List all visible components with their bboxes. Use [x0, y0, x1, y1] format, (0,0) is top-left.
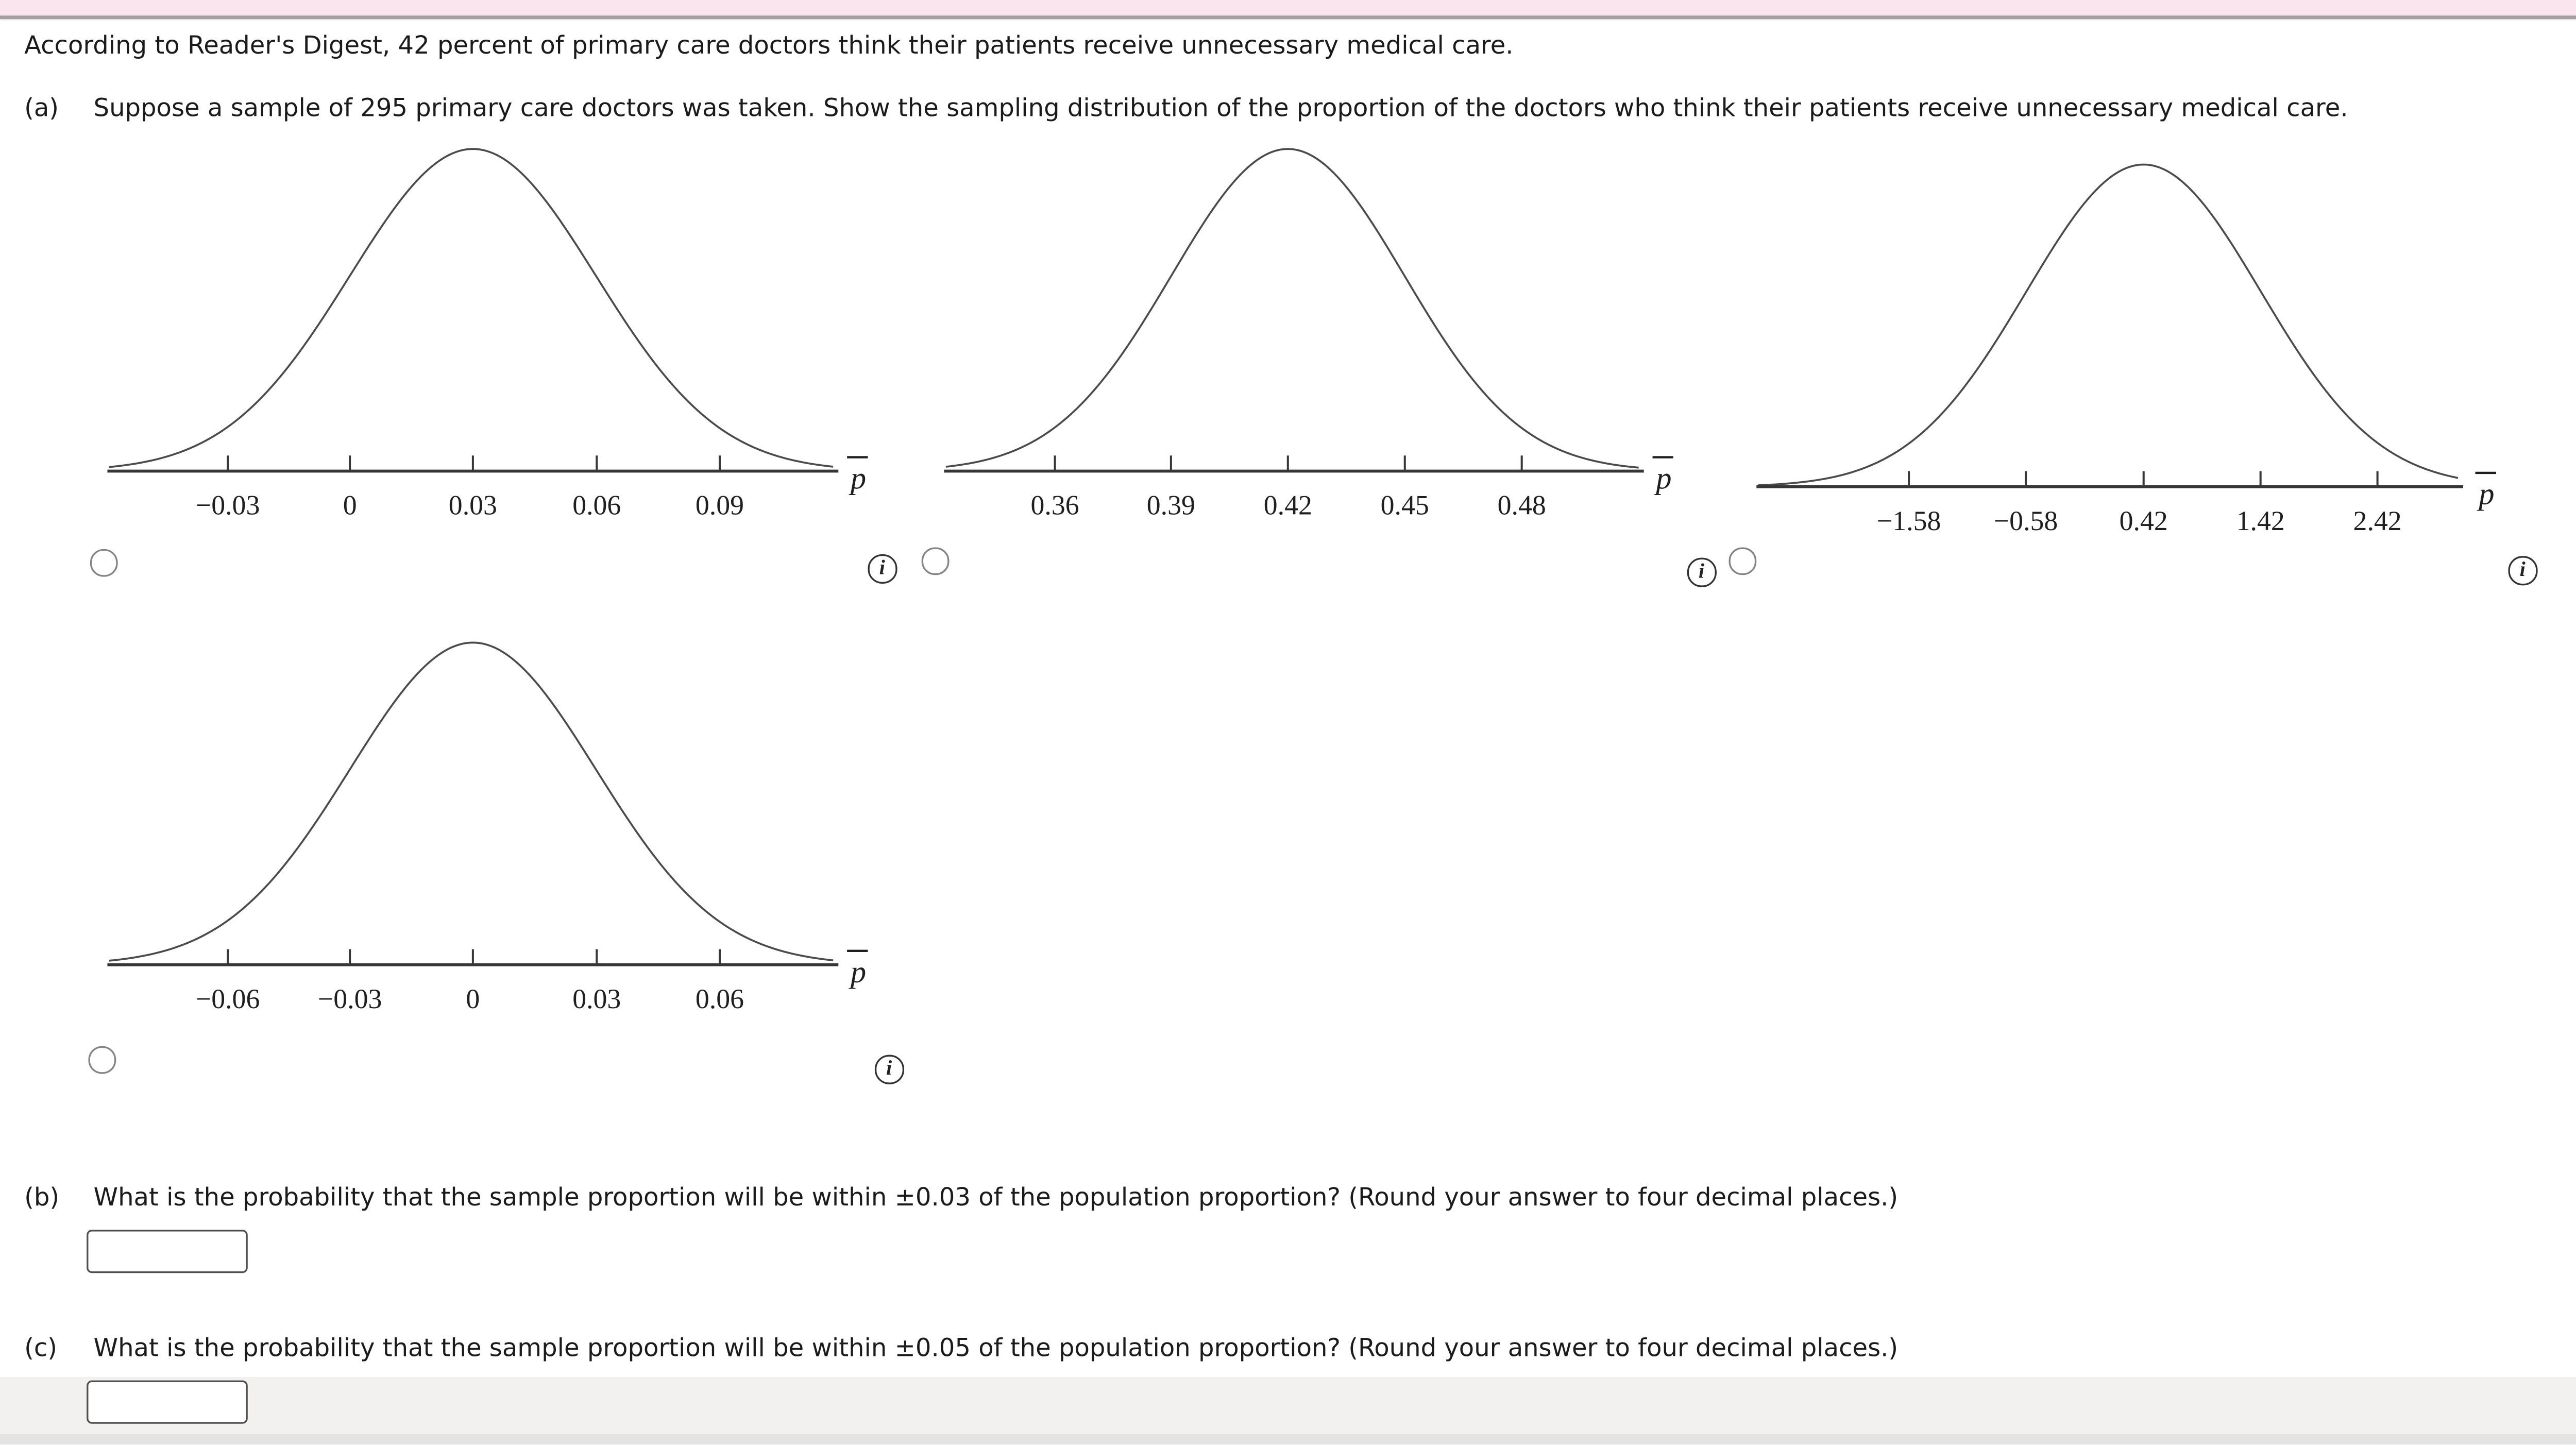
- bell-curve-path: [109, 148, 834, 468]
- bell-curve-path: [1758, 163, 2459, 486]
- part-c-row: (c) What is the probability that the samp…: [24, 1335, 1898, 1365]
- option-1-distribution-graph: −0.03 0 0.03 0.06 0.09 p: [107, 148, 868, 521]
- tick-label: 2.42: [2353, 505, 2402, 536]
- part-b-question: What is the probability that the sample …: [93, 1184, 1899, 1213]
- option-3-info-icon[interactable]: i: [2508, 556, 2537, 585]
- footer-bottom-strip: [0, 1433, 2576, 1445]
- option-2-radio[interactable]: [921, 547, 948, 574]
- tick-label: 0.42: [2120, 505, 2168, 536]
- part-a-row: (a) Suppose a sample of 295 primary care …: [24, 95, 2348, 125]
- tick-label: 0: [466, 983, 480, 1014]
- tick-label: 0.45: [1381, 490, 1429, 521]
- tick-label: −0.58: [1994, 505, 2058, 536]
- top-banner-lower-edge: [0, 13, 2576, 16]
- option-1-radio[interactable]: [90, 549, 117, 576]
- part-a-label: (a): [24, 95, 59, 123]
- tick-label: 0.09: [696, 490, 744, 521]
- answer-input-c[interactable]: [87, 1380, 248, 1424]
- tick-label: 0.03: [572, 983, 621, 1014]
- option-4-distribution-graph: −0.06 −0.03 0 0.03 0.06 p: [107, 641, 868, 1014]
- tick-label: 0.48: [1498, 490, 1546, 521]
- part-c-label: (c): [24, 1335, 58, 1364]
- option-2-distribution-graph: 0.36 0.39 0.42 0.45 0.48 p: [944, 148, 1673, 521]
- part-b-label: (b): [24, 1184, 60, 1213]
- intro-text: According to Reader's Digest, 42 percent…: [24, 32, 1514, 61]
- tick-label: 0.03: [449, 490, 497, 521]
- footer-gray-band: [0, 1376, 2576, 1434]
- tick-label: −0.03: [318, 983, 382, 1014]
- tick-label: 0.39: [1147, 490, 1195, 521]
- option-4-info-icon[interactable]: i: [874, 1055, 904, 1084]
- tick-label: 0.36: [1031, 490, 1079, 521]
- info-glyph: i: [886, 1055, 892, 1080]
- option-4-radio[interactable]: [88, 1046, 115, 1073]
- part-a-question: Suppose a sample of 295 primary care doc…: [93, 95, 2348, 123]
- bell-curve-path: [109, 641, 834, 962]
- axis-label-pbar: p: [2477, 477, 2494, 511]
- part-b-row: (b) What is the probability that the samp…: [24, 1185, 1898, 1214]
- tick-label: 0.06: [696, 983, 744, 1014]
- info-glyph: i: [1698, 558, 1705, 583]
- info-glyph: i: [2519, 556, 2526, 581]
- axis-label-pbar: p: [849, 955, 866, 989]
- tick-label: 1.42: [2236, 505, 2285, 536]
- option-3-radio[interactable]: [1728, 547, 1756, 574]
- answer-input-b[interactable]: [87, 1230, 248, 1273]
- top-banner: [0, 0, 2576, 13]
- part-c-question: What is the probability that the sample …: [93, 1335, 1899, 1364]
- banner-divider: [0, 16, 2576, 19]
- option-1-info-icon[interactable]: i: [868, 554, 896, 583]
- tick-label: −0.06: [196, 983, 260, 1014]
- axis-label-pbar: p: [1654, 461, 1671, 496]
- bell-curve-path: [945, 148, 1639, 469]
- tick-label: 0.06: [572, 490, 621, 521]
- axis-label-pbar: p: [849, 461, 866, 496]
- option-3-distribution-graph: −1.58 −0.58 0.42 1.42 2.42 p: [1756, 163, 2496, 536]
- tick-label: −1.58: [1877, 505, 1941, 536]
- info-glyph: i: [879, 554, 885, 579]
- tick-label: 0.42: [1264, 490, 1312, 521]
- tick-label: −0.03: [196, 490, 260, 521]
- option-2-info-icon[interactable]: i: [1687, 557, 1716, 587]
- tick-label: 0: [343, 490, 357, 521]
